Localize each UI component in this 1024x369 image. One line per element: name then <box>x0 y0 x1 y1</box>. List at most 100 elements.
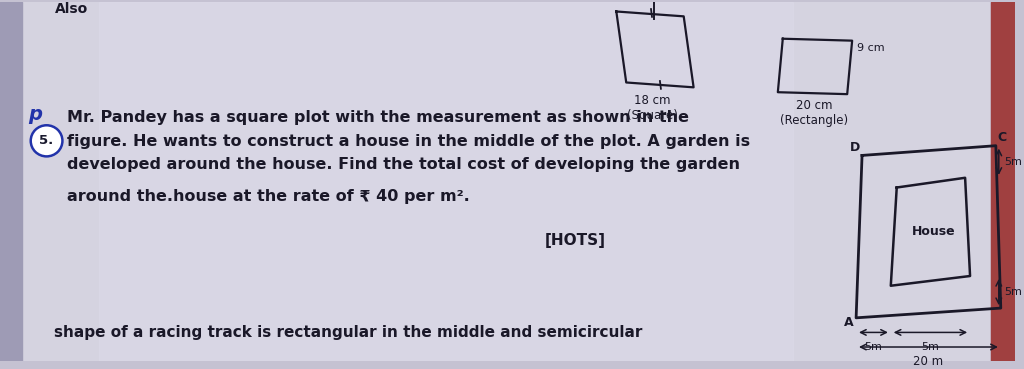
Bar <box>629 2 639 361</box>
Bar <box>457 2 467 361</box>
Bar <box>223 2 233 361</box>
Bar <box>91 2 101 361</box>
Text: developed around the house. Find the total cost of developing the garden: developed around the house. Find the tot… <box>68 157 740 172</box>
Bar <box>781 2 792 361</box>
Text: 18 cm
(Square): 18 cm (Square) <box>627 94 678 122</box>
Bar <box>659 2 670 361</box>
Bar <box>406 2 416 361</box>
Bar <box>599 2 609 361</box>
Text: 5m: 5m <box>922 342 939 352</box>
Bar <box>498 2 507 361</box>
Bar <box>294 2 304 361</box>
Text: shape of a racing track is rectangular in the middle and semicircular: shape of a racing track is rectangular i… <box>54 325 643 340</box>
Bar <box>0 2 22 361</box>
Bar <box>862 2 872 361</box>
Bar <box>20 2 31 361</box>
Bar <box>386 2 395 361</box>
Bar <box>579 2 589 361</box>
Bar <box>355 2 366 361</box>
Bar <box>213 2 223 361</box>
Bar <box>284 2 294 361</box>
Bar <box>487 2 498 361</box>
Bar <box>31 2 41 361</box>
Bar <box>395 2 406 361</box>
Bar <box>690 2 700 361</box>
Bar <box>517 2 527 361</box>
Bar <box>893 2 903 361</box>
Bar <box>589 2 599 361</box>
Bar <box>700 2 711 361</box>
Bar <box>436 2 446 361</box>
Text: Also: Also <box>54 3 88 17</box>
Bar <box>81 2 91 361</box>
Bar <box>527 2 538 361</box>
Text: [HOTS]: [HOTS] <box>545 233 606 248</box>
Bar <box>264 2 274 361</box>
Bar <box>325 2 335 361</box>
Text: 5m: 5m <box>1004 157 1022 167</box>
Bar <box>0 2 10 361</box>
Bar <box>99 2 793 361</box>
Bar <box>426 2 436 361</box>
Text: figure. He wants to construct a house in the middle of the plot. A garden is: figure. He wants to construct a house in… <box>68 134 751 149</box>
Bar <box>172 2 182 361</box>
Bar <box>60 2 71 361</box>
Bar <box>822 2 833 361</box>
Bar <box>913 2 924 361</box>
Bar <box>335 2 345 361</box>
Bar <box>994 2 1005 361</box>
Bar <box>568 2 579 361</box>
Bar <box>751 2 761 361</box>
Bar <box>112 2 122 361</box>
Text: 5m: 5m <box>1004 287 1022 297</box>
Bar <box>934 2 944 361</box>
Bar <box>721 2 730 361</box>
Bar <box>314 2 325 361</box>
Bar <box>792 2 802 361</box>
Text: C: C <box>997 131 1007 144</box>
Bar <box>740 2 751 361</box>
Bar <box>41 2 51 361</box>
Bar <box>883 2 893 361</box>
Circle shape <box>31 125 62 156</box>
Bar <box>132 2 142 361</box>
Bar <box>274 2 284 361</box>
Bar <box>538 2 548 361</box>
Bar <box>953 2 964 361</box>
Bar <box>812 2 822 361</box>
Bar <box>852 2 862 361</box>
Bar <box>416 2 426 361</box>
Bar <box>1005 2 1015 361</box>
Bar <box>903 2 913 361</box>
Bar <box>730 2 740 361</box>
Text: around the.house at the rate of ₹ 40 per m².: around the.house at the rate of ₹ 40 per… <box>68 189 470 204</box>
Bar <box>761 2 771 361</box>
Text: 5m: 5m <box>864 342 883 352</box>
Bar <box>711 2 721 361</box>
Bar <box>233 2 244 361</box>
Bar <box>142 2 153 361</box>
Bar <box>193 2 203 361</box>
Text: House: House <box>911 225 955 238</box>
Bar <box>842 2 852 361</box>
Bar <box>639 2 649 361</box>
Bar <box>254 2 264 361</box>
Bar <box>872 2 883 361</box>
Bar <box>991 2 1015 361</box>
Bar <box>771 2 781 361</box>
Bar <box>376 2 386 361</box>
Bar <box>680 2 690 361</box>
Bar <box>944 2 953 361</box>
Bar <box>10 2 20 361</box>
Bar <box>153 2 163 361</box>
Bar <box>446 2 457 361</box>
Bar <box>203 2 213 361</box>
Bar <box>924 2 934 361</box>
Bar <box>244 2 254 361</box>
Bar <box>101 2 112 361</box>
Bar <box>345 2 355 361</box>
Text: 20 m: 20 m <box>913 355 943 368</box>
Bar <box>558 2 568 361</box>
Bar <box>304 2 314 361</box>
Text: A: A <box>844 315 854 329</box>
